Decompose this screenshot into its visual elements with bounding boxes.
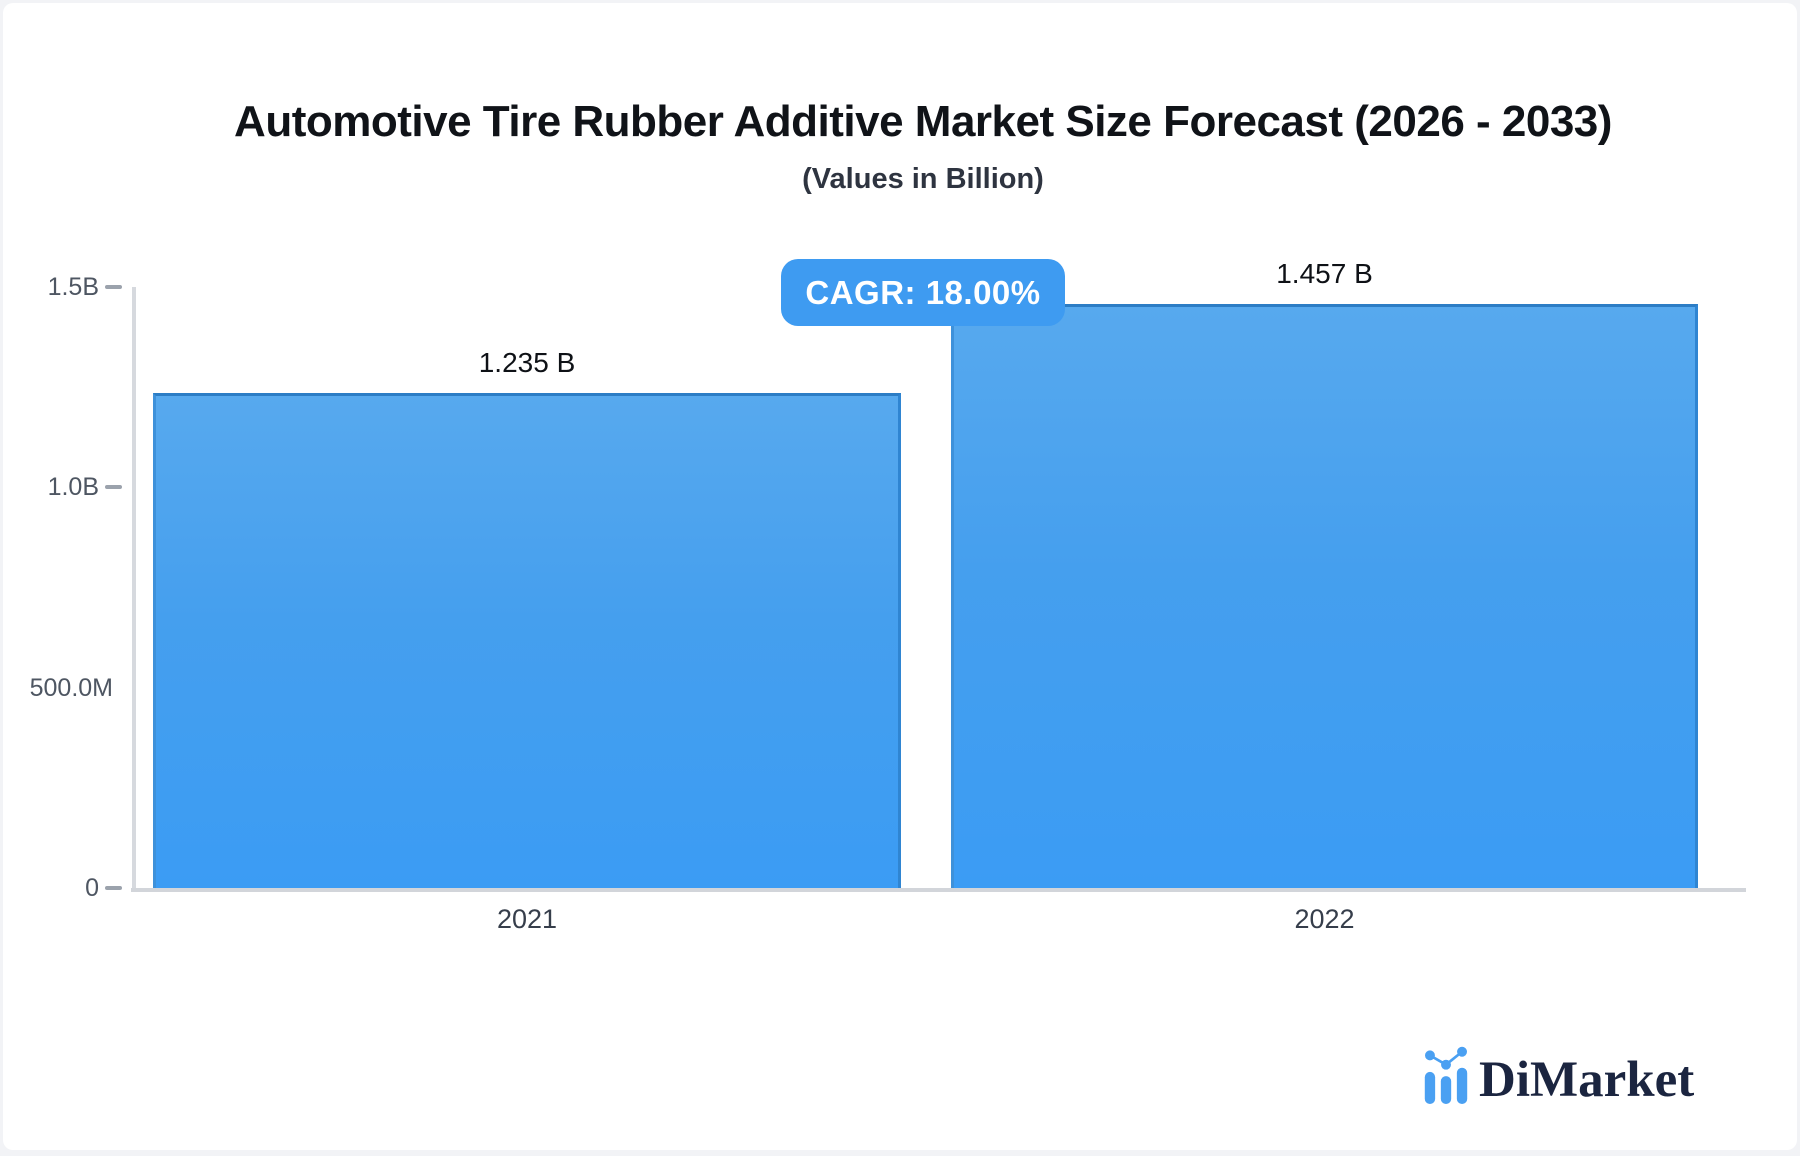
x-category-label: 2021 — [496, 904, 558, 934]
y-tick: 1.5B — [3, 272, 133, 302]
y-tick-mark — [105, 285, 122, 289]
y-tick: 1.0B — [3, 472, 133, 502]
y-tick-label: 1.5B — [47, 273, 99, 301]
bar-chart-trend-icon — [1423, 1044, 1469, 1109]
bar[interactable] — [951, 304, 1698, 888]
y-tick-label: 0 — [85, 874, 99, 902]
y-tick-mark — [105, 485, 122, 489]
y-tick: 500.0M — [3, 673, 133, 703]
y-axis-line — [132, 287, 136, 892]
chart-subtitle: (Values in Billion) — [802, 163, 1044, 195]
y-tick-mark — [105, 886, 122, 890]
bar[interactable] — [153, 393, 901, 888]
x-axis-line — [131, 888, 1746, 892]
bar-value-label: 1.235 B — [478, 347, 576, 378]
y-tick: 0 — [3, 873, 133, 903]
y-tick-label: 1.0B — [47, 473, 99, 501]
chart-title: Automotive Tire Rubber Additive Market S… — [234, 97, 1612, 146]
logo-text: DiMarket — [1479, 1052, 1695, 1108]
y-tick-label: 500.0M — [29, 674, 113, 702]
chart-card: Automotive Tire Rubber Additive Market S… — [3, 3, 1797, 1150]
cagr-badge: CAGR: 18.00% — [781, 259, 1065, 326]
x-category-label: 2022 — [1294, 904, 1355, 934]
bar-value-label: 1.457 B — [1276, 258, 1373, 289]
dimarket-logo: DiMarket — [1423, 1044, 1695, 1109]
